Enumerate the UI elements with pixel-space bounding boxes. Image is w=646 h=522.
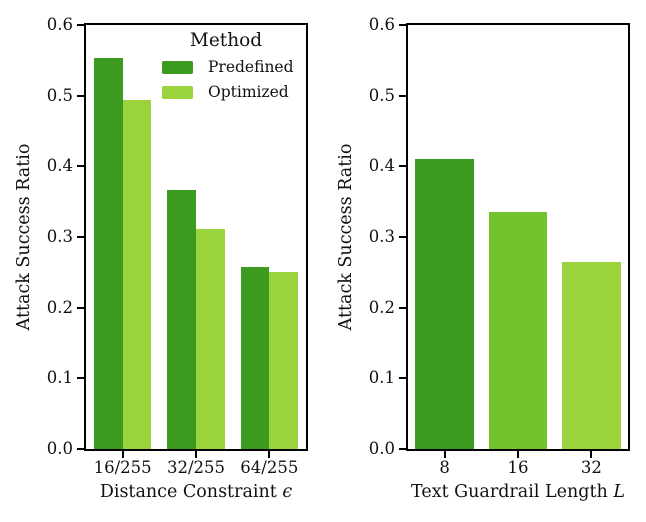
y-tick-mark-0.4 <box>399 165 406 168</box>
y-tick-label-0.4: 0.4 <box>368 156 395 176</box>
legend-row-predefined: Predefined <box>148 58 304 76</box>
y-tick-mark-0.1 <box>399 377 406 380</box>
y-tick-mark-0.6 <box>399 24 406 26</box>
legend-label-optimized: Optimized <box>208 83 289 102</box>
y-tick-mark-0.2 <box>399 306 406 309</box>
bar-optimized-32/255 <box>196 229 225 449</box>
x-axis-label-left: Distance Constraint ϵ <box>100 482 292 502</box>
x-tick-mark-16/255 <box>121 451 124 458</box>
y-tick-mark-0.3 <box>77 236 84 238</box>
y-tick-label-0.6: 0.6 <box>46 14 73 34</box>
bar-predefined-64/255 <box>240 267 270 449</box>
x-tick-label-8: 8 <box>439 458 450 477</box>
y-tick-mark-0.5 <box>77 94 84 97</box>
x-axis-label-left-text: Distance Constraint <box>99 482 277 502</box>
bar-optimized-16/255 <box>122 99 152 449</box>
y-tick-label-0.2: 0.2 <box>46 297 73 317</box>
x-tick-mark-32/255 <box>195 451 197 458</box>
x-tick-label-32/255: 32/255 <box>166 458 226 477</box>
y-tick-label-0.5: 0.5 <box>368 85 395 105</box>
x-axis-label-left-symbol: ϵ <box>282 482 293 502</box>
y-axis-label-right: Attack Success Ratio <box>336 143 356 331</box>
x-axis-label-right-text: Text Guardrail Length <box>411 482 608 502</box>
legend: Method Predefined Optimized <box>148 30 304 109</box>
y-axis-label-left: Attack Success Ratio <box>14 143 34 331</box>
y-tick-label-0.2: 0.2 <box>368 297 395 317</box>
x-axis-label-right: Text Guardrail Length L <box>411 482 625 502</box>
plot-area-guardrail-length: Attack Success Ratio Text Guardrail Leng… <box>336 16 630 502</box>
y-tick-mark-0.1 <box>77 377 84 380</box>
legend-swatch-predefined <box>162 61 193 75</box>
x-axis-label-right-symbol: L <box>613 482 625 502</box>
y-tick-label-0.1: 0.1 <box>368 368 395 388</box>
bar-32 <box>562 261 621 449</box>
bar-predefined-16/255 <box>94 58 123 449</box>
y-tick-label-0.6: 0.6 <box>368 14 395 34</box>
x-tick-mark-16 <box>517 451 519 458</box>
x-tick-label-16/255: 16/255 <box>93 458 152 477</box>
bar-predefined-32/255 <box>167 189 196 449</box>
y-tick-mark-0.0 <box>77 448 84 450</box>
y-tick-mark-0.5 <box>399 94 406 97</box>
y-tick-mark-0.0 <box>399 448 406 450</box>
y-tick-mark-0.6 <box>77 24 84 26</box>
bar-8 <box>415 159 474 449</box>
y-tick-label-0.1: 0.1 <box>46 368 73 388</box>
y-tick-mark-0.3 <box>399 236 406 238</box>
y-tick-label-0.4: 0.4 <box>46 156 73 176</box>
legend-swatch-optimized <box>162 86 193 100</box>
x-tick-mark-8 <box>443 451 446 458</box>
bar-optimized-64/255 <box>269 271 298 449</box>
x-tick-label-32: 32 <box>580 458 602 477</box>
bar-16 <box>488 211 548 449</box>
plot-area-distance-constraint: Attack Success Ratio Distance Constraint… <box>14 16 308 502</box>
x-tick-mark-64/255 <box>268 451 271 458</box>
y-tick-label-0.0: 0.0 <box>46 438 73 458</box>
y-tick-mark-0.4 <box>77 165 84 168</box>
y-tick-label-0.0: 0.0 <box>368 438 395 458</box>
x-tick-mark-32 <box>590 451 593 458</box>
legend-label-predefined: Predefined <box>208 58 294 76</box>
legend-title: Method <box>189 30 263 51</box>
y-tick-label-0.3: 0.3 <box>46 226 73 246</box>
x-tick-label-16: 16 <box>507 458 529 477</box>
y-tick-mark-0.2 <box>77 306 84 309</box>
y-tick-label-0.3: 0.3 <box>368 226 395 246</box>
legend-row-optimized: Optimized <box>148 83 304 102</box>
y-tick-label-0.5: 0.5 <box>46 85 73 105</box>
x-tick-label-64/255: 64/255 <box>240 458 299 477</box>
